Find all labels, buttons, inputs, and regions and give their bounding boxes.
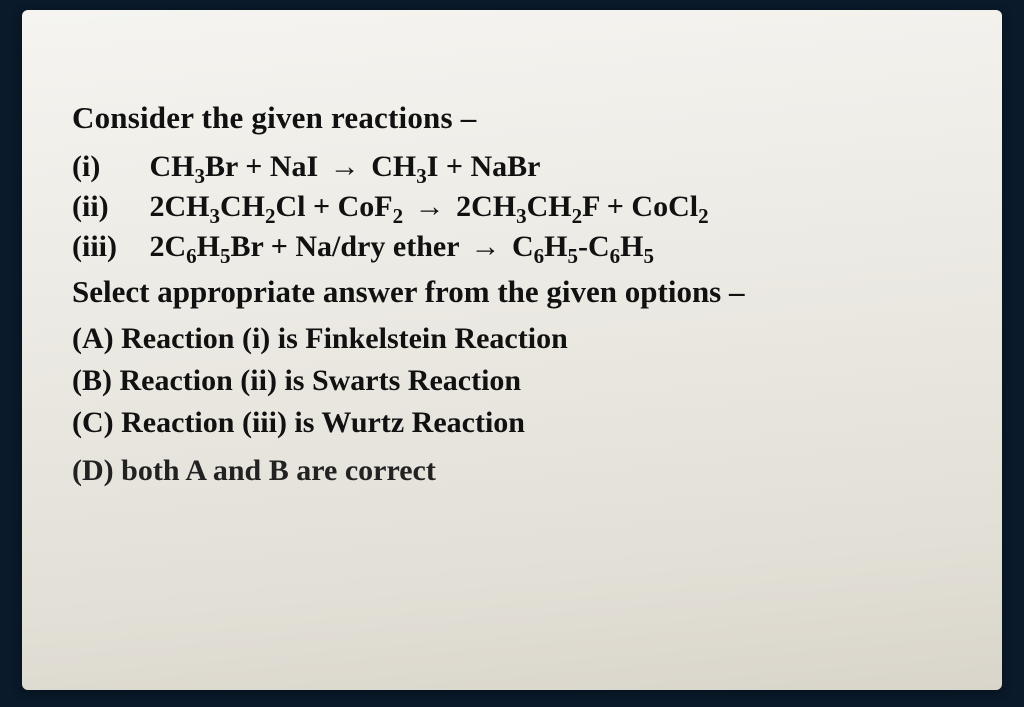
reaction-i-label: (i)	[72, 150, 142, 184]
option-d[interactable]: (D) both A and B are correct	[72, 454, 962, 488]
select-instruction: Select appropriate answer from the given…	[72, 274, 962, 310]
reaction-i: (i) CH3Br + NaI → CH3I + NaBr	[72, 150, 962, 184]
option-c[interactable]: (C) Reaction (iii) is Wurtz Reaction	[72, 406, 962, 440]
reaction-iii-label: (iii)	[72, 230, 142, 264]
reaction-ii-equation: 2CH3CH2Cl + CoF2 → 2CH3CH2F + CoCl2	[150, 190, 709, 223]
question-stem: Consider the given reactions –	[72, 100, 962, 136]
option-a[interactable]: (A) Reaction (i) is Finkelstein Reaction	[72, 322, 962, 356]
reaction-ii: (ii) 2CH3CH2Cl + CoF2 → 2CH3CH2F + CoCl2	[72, 190, 962, 224]
reaction-ii-label: (ii)	[72, 190, 142, 224]
question-page: Consider the given reactions – (i) CH3Br…	[22, 10, 1002, 690]
reaction-iii: (iii) 2C6H5Br + Na/dry ether → C6H5-C6H5	[72, 230, 962, 264]
reaction-i-equation: CH3Br + NaI → CH3I + NaBr	[150, 150, 541, 183]
reaction-iii-equation: 2C6H5Br + Na/dry ether → C6H5-C6H5	[150, 230, 655, 263]
option-b[interactable]: (B) Reaction (ii) is Swarts Reaction	[72, 364, 962, 398]
